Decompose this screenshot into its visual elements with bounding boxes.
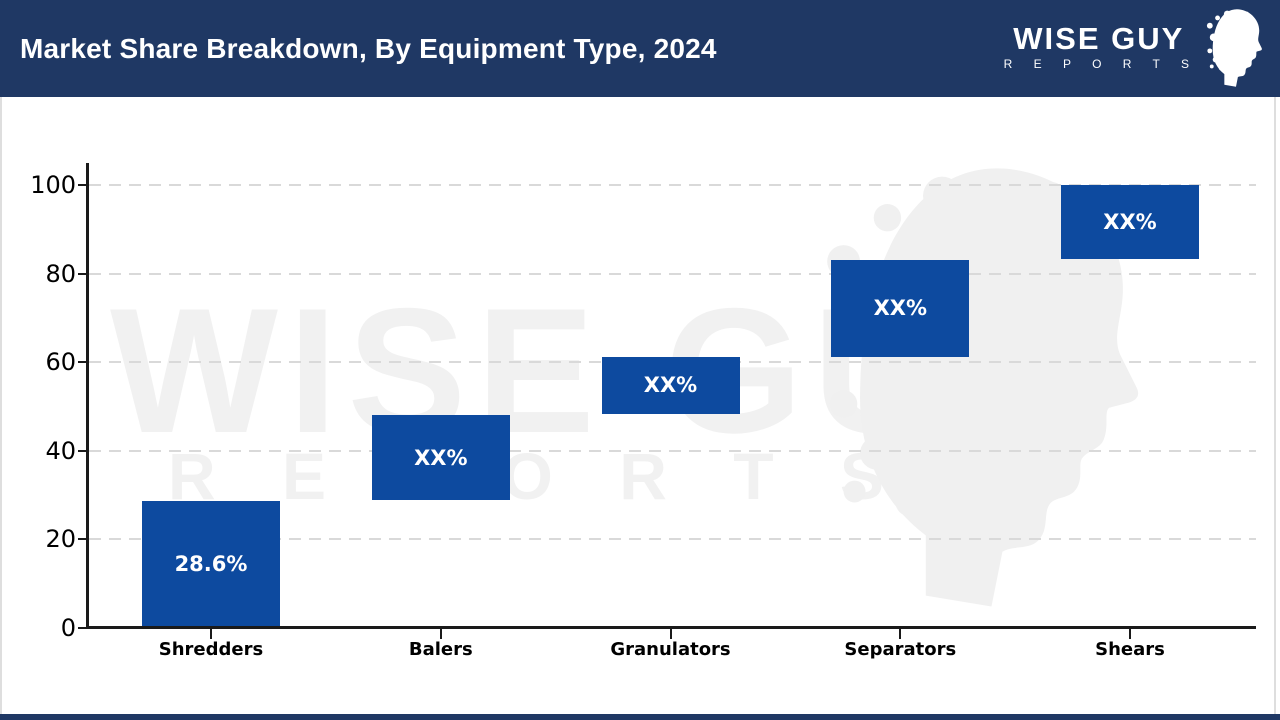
footer-bar bbox=[0, 714, 1280, 720]
x-tick-label-separators: Separators bbox=[844, 639, 957, 660]
brand-name: WISE GUY bbox=[1013, 21, 1185, 57]
brand-face-icon bbox=[1206, 9, 1262, 87]
bar-granulators: XX% bbox=[601, 356, 740, 414]
x-tick-mark-shears bbox=[1129, 629, 1131, 639]
y-axis-line bbox=[86, 163, 89, 629]
y-tick-mark-0 bbox=[78, 626, 86, 629]
bar-shredders: 28.6% bbox=[142, 500, 280, 628]
gridline-80 bbox=[89, 272, 1256, 275]
y-tick-label-0: 0 bbox=[60, 613, 76, 642]
x-tick-mark-balers bbox=[439, 629, 442, 639]
bar-label-granulators: XX% bbox=[643, 373, 698, 398]
page-title: Market Share Breakdown, By Equipment Typ… bbox=[20, 32, 717, 64]
y-tick-label-40: 40 bbox=[45, 436, 76, 465]
y-tick-mark-20 bbox=[78, 538, 86, 540]
watermark-text-line2: R E P O R T S bbox=[168, 439, 908, 513]
x-tick-mark-separators bbox=[899, 629, 902, 639]
left-edge-line bbox=[0, 97, 2, 714]
x-tick-label-shredders: Shredders bbox=[158, 639, 264, 660]
y-tick-label-80: 80 bbox=[45, 259, 76, 288]
x-axis-line bbox=[86, 626, 1256, 629]
x-tick-mark-granulators bbox=[669, 629, 672, 639]
x-tick-label-balers: Balers bbox=[408, 639, 473, 660]
y-tick-label-100: 100 bbox=[30, 171, 76, 199]
bar-label-shredders: 28.6% bbox=[174, 552, 248, 577]
y-tick-mark-40 bbox=[78, 449, 86, 452]
bar-label-balers: XX% bbox=[414, 445, 468, 470]
brand-logo-text: WISE GUY R E P O R T S bbox=[1000, 23, 1198, 71]
brand-logo: WISE GUY R E P O R T S bbox=[1000, 6, 1266, 88]
x-tick-mark-shredders bbox=[210, 629, 212, 639]
y-tick-label-60: 60 bbox=[45, 348, 76, 376]
y-tick-mark-60 bbox=[78, 361, 86, 363]
brand-subtitle: R E P O R T S bbox=[1003, 56, 1198, 71]
bar-shears: XX% bbox=[1061, 185, 1199, 260]
gridline-20 bbox=[89, 538, 1256, 540]
header-bar: Market Share Breakdown, By Equipment Typ… bbox=[0, 0, 1280, 97]
bar-label-shears: XX% bbox=[1103, 210, 1157, 235]
x-tick-label-shears: Shears bbox=[1095, 639, 1165, 660]
bar-balers: XX% bbox=[371, 415, 510, 501]
y-tick-mark-80 bbox=[78, 272, 86, 275]
y-tick-mark-100 bbox=[78, 184, 86, 186]
y-tick-label-20: 20 bbox=[45, 525, 76, 553]
bar-separators: XX% bbox=[831, 259, 970, 357]
gridline-100 bbox=[89, 184, 1256, 186]
right-edge-line bbox=[1274, 97, 1276, 714]
gridline-40 bbox=[89, 449, 1256, 452]
bar-label-separators: XX% bbox=[873, 296, 928, 321]
x-tick-label-granulators: Granulators bbox=[610, 639, 731, 660]
